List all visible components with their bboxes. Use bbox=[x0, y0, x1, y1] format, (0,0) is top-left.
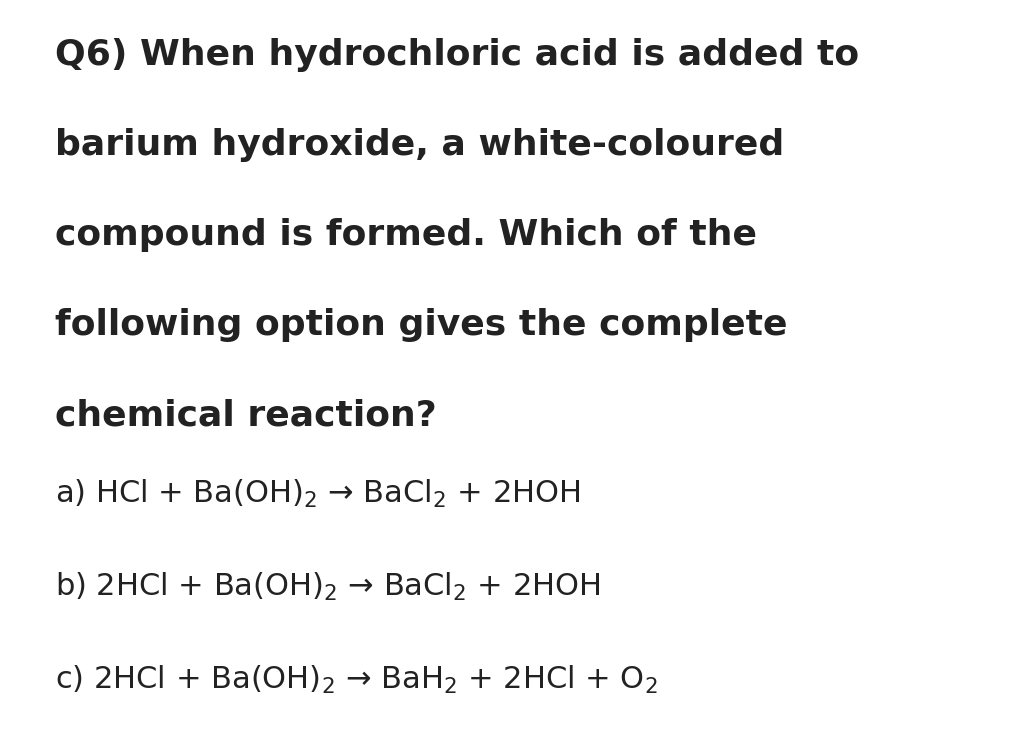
Text: compound is formed. Which of the: compound is formed. Which of the bbox=[55, 218, 757, 252]
Text: chemical reaction?: chemical reaction? bbox=[55, 398, 437, 432]
Text: c) 2HCl + Ba(OH)$_2$ → BaH$_2$ + 2HCl + O$_2$: c) 2HCl + Ba(OH)$_2$ → BaH$_2$ + 2HCl + … bbox=[55, 664, 657, 696]
Text: following option gives the complete: following option gives the complete bbox=[55, 308, 787, 342]
Text: a) HCl + Ba(OH)$_2$ → BaCl$_2$ + 2HOH: a) HCl + Ba(OH)$_2$ → BaCl$_2$ + 2HOH bbox=[55, 478, 581, 510]
Text: b) 2HCl + Ba(OH)$_2$ → BaCl$_2$ + 2HOH: b) 2HCl + Ba(OH)$_2$ → BaCl$_2$ + 2HOH bbox=[55, 571, 600, 603]
Text: barium hydroxide, a white-coloured: barium hydroxide, a white-coloured bbox=[55, 128, 784, 162]
Text: Q6) When hydrochloric acid is added to: Q6) When hydrochloric acid is added to bbox=[55, 38, 859, 72]
